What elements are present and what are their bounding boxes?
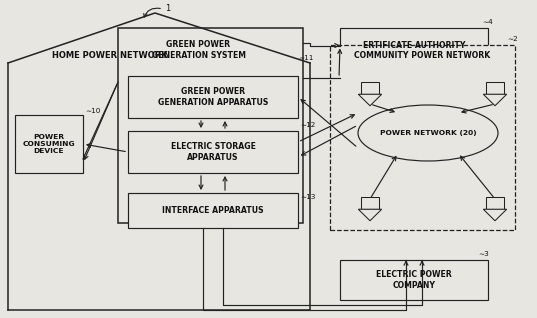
Polygon shape — [483, 209, 507, 221]
Text: ELECTRIC STORAGE
APPARATUS: ELECTRIC STORAGE APPARATUS — [171, 142, 256, 162]
Text: ∼12: ∼12 — [300, 122, 315, 128]
Text: GREEN POWER
GENERATION SYSTEM: GREEN POWER GENERATION SYSTEM — [151, 40, 245, 60]
Text: ∼13: ∼13 — [300, 194, 315, 200]
FancyBboxPatch shape — [128, 131, 298, 173]
FancyBboxPatch shape — [330, 45, 515, 230]
Text: ∼4: ∼4 — [482, 19, 493, 25]
Text: POWER
CONSUMING
DEVICE: POWER CONSUMING DEVICE — [23, 134, 75, 154]
Text: ∼10: ∼10 — [85, 108, 100, 114]
FancyBboxPatch shape — [128, 193, 298, 228]
Polygon shape — [358, 94, 382, 106]
Polygon shape — [358, 209, 382, 221]
Text: ∼11: ∼11 — [298, 55, 314, 61]
Text: COMMUNITY POWER NETWORK: COMMUNITY POWER NETWORK — [354, 51, 491, 59]
Text: POWER NETWORK (20): POWER NETWORK (20) — [380, 130, 476, 136]
Bar — [485, 82, 504, 94]
Text: INTERFACE APPARATUS: INTERFACE APPARATUS — [162, 206, 264, 215]
Bar — [485, 197, 504, 209]
Text: ∼3: ∼3 — [478, 251, 489, 257]
FancyBboxPatch shape — [340, 260, 488, 300]
Text: ELECTRIC POWER
COMPANY: ELECTRIC POWER COMPANY — [376, 270, 452, 290]
Bar — [361, 82, 379, 94]
Bar — [361, 197, 379, 209]
FancyBboxPatch shape — [340, 28, 488, 63]
Text: GREEN POWER
GENERATION APPARATUS: GREEN POWER GENERATION APPARATUS — [158, 87, 268, 107]
FancyBboxPatch shape — [15, 115, 83, 173]
FancyBboxPatch shape — [118, 28, 303, 223]
Text: 1: 1 — [165, 4, 170, 13]
Ellipse shape — [358, 105, 498, 161]
FancyBboxPatch shape — [128, 76, 298, 118]
Text: HOME POWER NETWORK: HOME POWER NETWORK — [52, 52, 168, 60]
Text: ∼2: ∼2 — [507, 36, 518, 42]
Polygon shape — [483, 94, 507, 106]
Text: ERTIFICATE AUTHORITY: ERTIFICATE AUTHORITY — [363, 41, 465, 50]
